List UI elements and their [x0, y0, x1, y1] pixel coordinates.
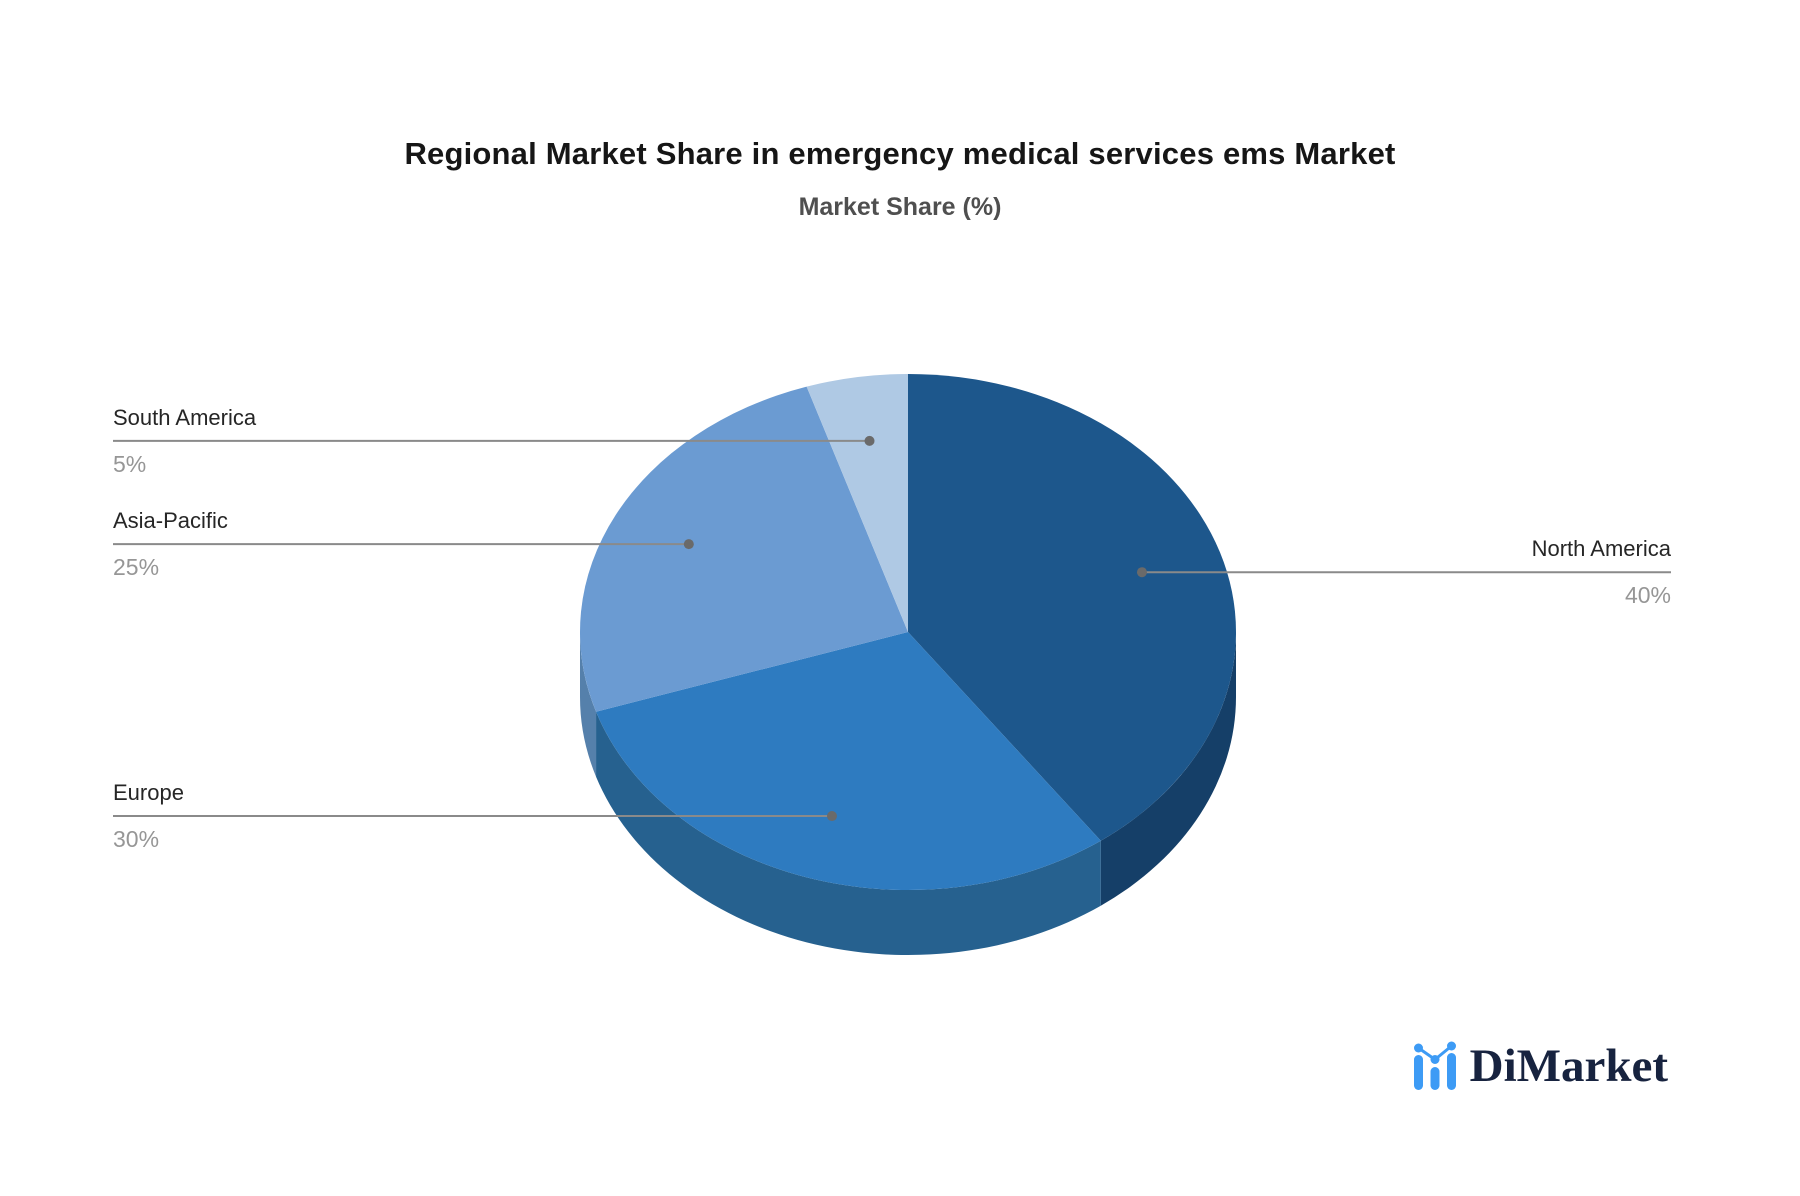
callout-value: 40%	[1624, 582, 1671, 609]
callout-dot-asia-pacific	[683, 539, 694, 550]
pie-slice-side-north-america	[1100, 632, 1236, 906]
brand-name: DiMarket	[1469, 1039, 1668, 1092]
dimarket-logo: DiMarket	[1413, 1039, 1668, 1092]
callout-dot-europe	[826, 811, 837, 822]
callout-label: North America	[1531, 536, 1671, 562]
callout-value: 25%	[113, 554, 160, 581]
pie-slice-south-america[interactable]	[806, 374, 908, 632]
pie-slice-side-asia-pacific	[580, 632, 597, 777]
callout-dot-south-america	[864, 435, 875, 446]
callout-label: Asia-Pacific	[113, 508, 228, 534]
chart-subtitle: Market Share (%)	[798, 193, 1002, 221]
callout-label: Europe	[113, 780, 184, 806]
pie-slice-side-europe	[596, 711, 1101, 956]
pie-slice-europe[interactable]	[596, 632, 1101, 891]
callout-south-america: South America 5%	[113, 403, 256, 479]
callout-north-america: North America 40%	[1532, 534, 1671, 610]
callout-label: South America	[113, 404, 257, 430]
callout-europe: Europe 30%	[113, 778, 184, 854]
pie-slice-north-america[interactable]	[908, 374, 1237, 841]
callout-dot-north-america	[1136, 567, 1147, 578]
page-title: Regional Market Share in emergency medic…	[404, 136, 1396, 171]
callout-value: 5%	[113, 450, 147, 477]
pie-slice-asia-pacific[interactable]	[579, 386, 908, 712]
callout-asia-pacific: Asia-Pacific 25%	[113, 506, 228, 582]
bar-trend-logo-icon	[1413, 1041, 1456, 1090]
callout-value: 30%	[113, 826, 160, 853]
